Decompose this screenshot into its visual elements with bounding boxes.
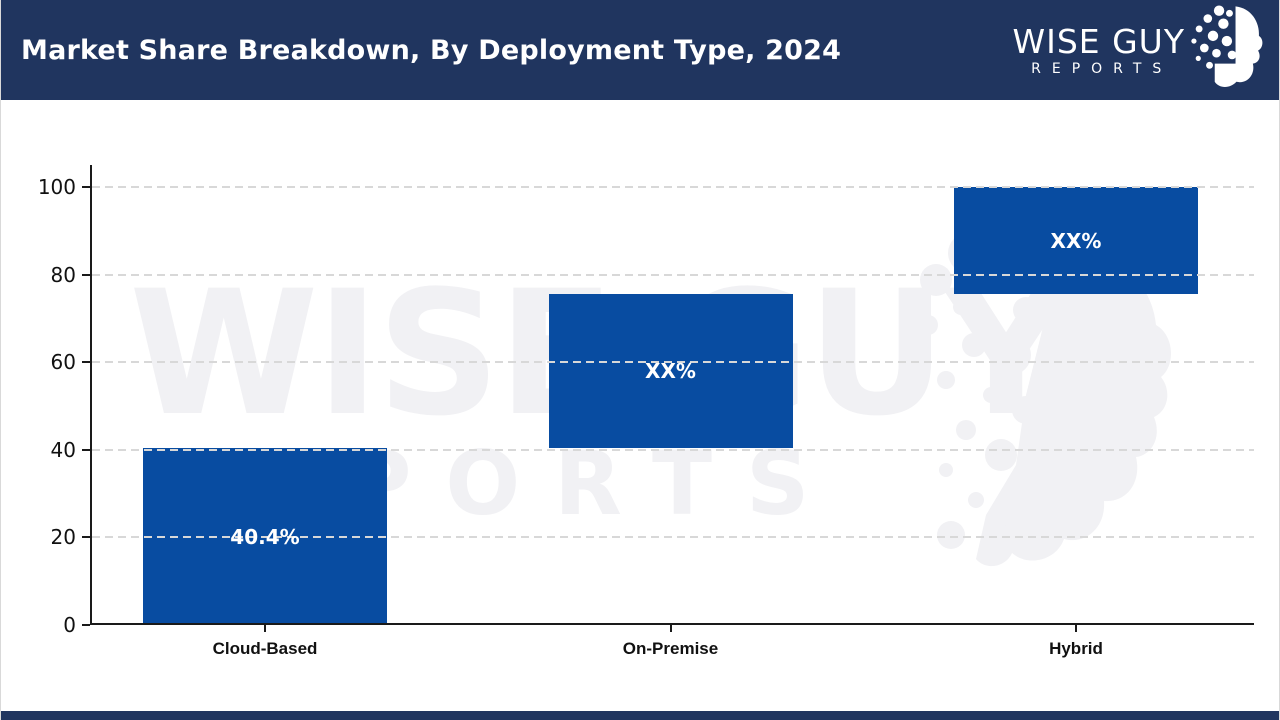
x-tick-mark (669, 625, 672, 632)
x-tick-label: Cloud-Based (212, 639, 318, 658)
y-tick-mark (82, 186, 90, 188)
y-tick-label: 100 (37, 175, 76, 199)
y-tick-mark (82, 361, 90, 364)
gridline (92, 186, 1254, 188)
y-axis-spine (90, 165, 92, 625)
y-tick-label: 80 (50, 262, 76, 287)
bar-segment (548, 294, 793, 449)
wise-guy-reports-logo: WISE GUY REPORTS (1012, 2, 1265, 98)
x-tick-mark (264, 625, 266, 632)
footer-bar (1, 711, 1279, 720)
y-tick-label: 60 (50, 350, 76, 375)
x-axis-spine (90, 623, 1254, 625)
bar-value-label: XX% (1050, 228, 1102, 253)
y-tick-mark (82, 624, 90, 626)
y-tick-label: 0 (63, 613, 76, 637)
y-tick-mark (82, 448, 90, 451)
x-tick-label: On-Premise (622, 639, 719, 658)
x-tick-mark (1075, 625, 1077, 632)
gridline (92, 361, 1254, 364)
bar-value-label: 40.4% (230, 524, 300, 549)
y-tick-mark (82, 536, 90, 539)
y-tick-mark (82, 273, 90, 276)
logo-text: WISE GUY REPORTS (1012, 25, 1185, 76)
gridline (92, 273, 1254, 276)
y-tick-label: 40 (50, 437, 76, 462)
page-title: Market Share Breakdown, By Deployment Ty… (21, 34, 842, 66)
dotted-head-profile-icon (1187, 2, 1265, 98)
gridline (92, 536, 1254, 539)
gridline (92, 448, 1254, 451)
x-tick-label: Hybrid (1049, 639, 1103, 658)
y-tick-label: 20 (50, 525, 76, 550)
bar-value-label: XX% (645, 359, 696, 384)
logo-wordmark: WISE GUY (1012, 21, 1185, 61)
header-bar: Market Share Breakdown, By Deployment Ty… (1, 0, 1279, 100)
logo-subtitle: REPORTS (1031, 60, 1173, 77)
